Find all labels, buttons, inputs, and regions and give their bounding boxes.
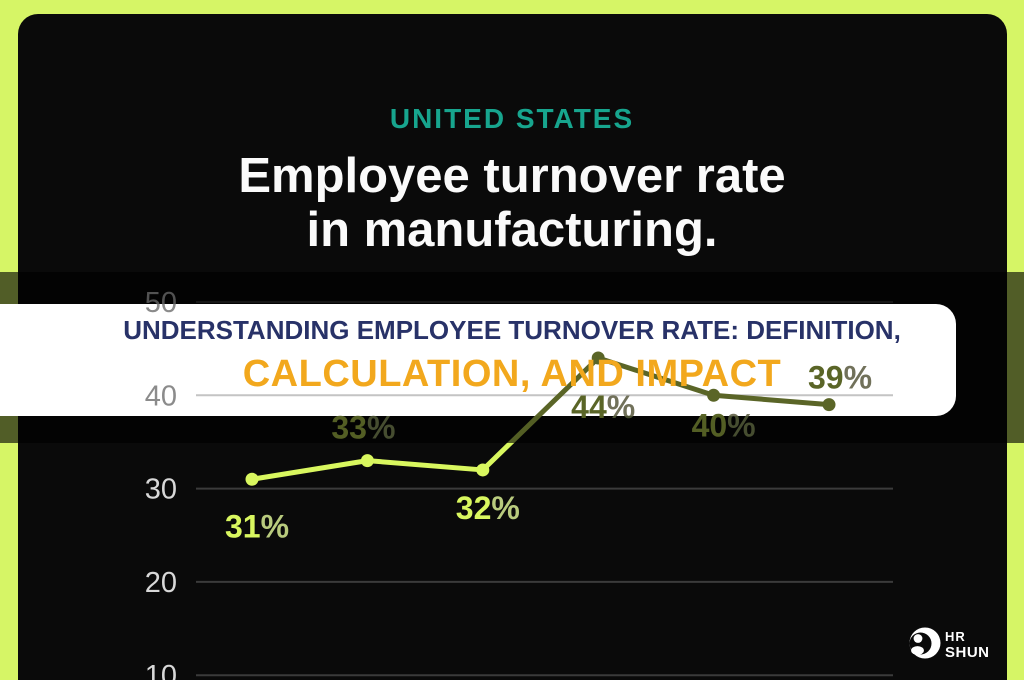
logo-head-icon [913, 634, 923, 643]
page-title-line1: Employee turnover rate [238, 149, 786, 203]
logo-text-shun: SHUN [945, 644, 990, 661]
point-label: 32% [456, 490, 520, 526]
data-point [591, 351, 605, 365]
y-tick-label: 30 [145, 474, 177, 506]
page-title-line2: in manufacturing. [306, 203, 718, 257]
data-point [707, 388, 721, 402]
turnover-rate-line [249, 355, 832, 416]
point-label: 39% [808, 360, 872, 396]
logo-text-hr: HR [945, 629, 966, 644]
point-label: 40% [692, 407, 756, 443]
logo-shoulders-icon [911, 646, 924, 655]
data-point [245, 472, 259, 486]
point-label: 44% [571, 389, 635, 425]
banner-title-line2: CALCULATION, AND IMPACT [242, 353, 782, 395]
data-point [822, 398, 836, 412]
kicker-united-states: UNITED STATES [389, 103, 635, 134]
y-tick-label: 20 [145, 567, 177, 599]
y-tick-label: 10 [145, 660, 177, 680]
point-label: 33% [331, 410, 395, 446]
point-label: 31% [225, 508, 289, 544]
data-point [476, 463, 490, 477]
y-tick-label: 40 [145, 380, 177, 412]
banner-title-line1: UNDERSTANDING EMPLOYEE TURNOVER RATE: DE… [123, 315, 901, 345]
chart-onband-layer: 504030201031%33%32%44%40%39% [145, 287, 893, 446]
banner-band [0, 304, 956, 416]
y-tick-label: 50 [145, 287, 177, 319]
data-point [360, 454, 374, 468]
